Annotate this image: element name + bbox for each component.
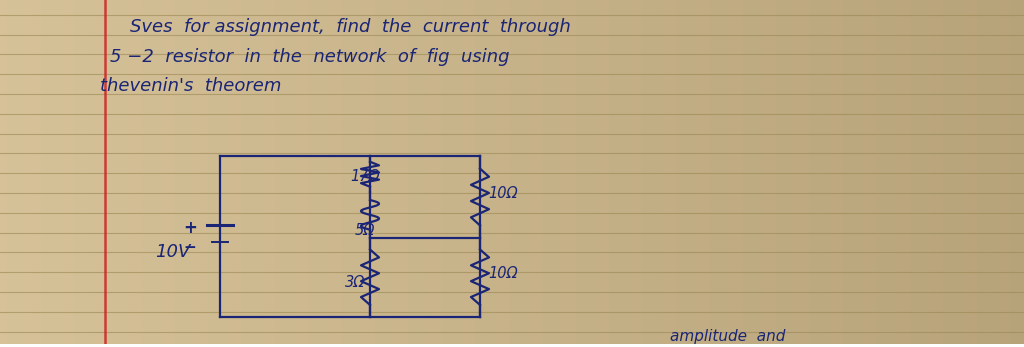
Text: 5Ω: 5Ω (355, 223, 376, 238)
Text: +: + (183, 219, 197, 237)
Text: thevenin's  theorem: thevenin's theorem (100, 77, 282, 95)
Text: Sves  for assignment,  find  the  current  through: Sves for assignment, find the current th… (130, 18, 570, 36)
Text: −: − (183, 239, 197, 255)
Text: 17Ω: 17Ω (350, 169, 380, 184)
Text: 10V: 10V (155, 244, 190, 262)
Text: 3Ω: 3Ω (345, 275, 366, 290)
Text: 10Ω: 10Ω (488, 266, 517, 281)
Text: 5 −2  resistor  in  the  network  of  fig  using: 5 −2 resistor in the network of fig usin… (110, 48, 510, 66)
Text: amplitude  and: amplitude and (670, 329, 785, 344)
Text: 10Ω: 10Ω (488, 186, 517, 201)
